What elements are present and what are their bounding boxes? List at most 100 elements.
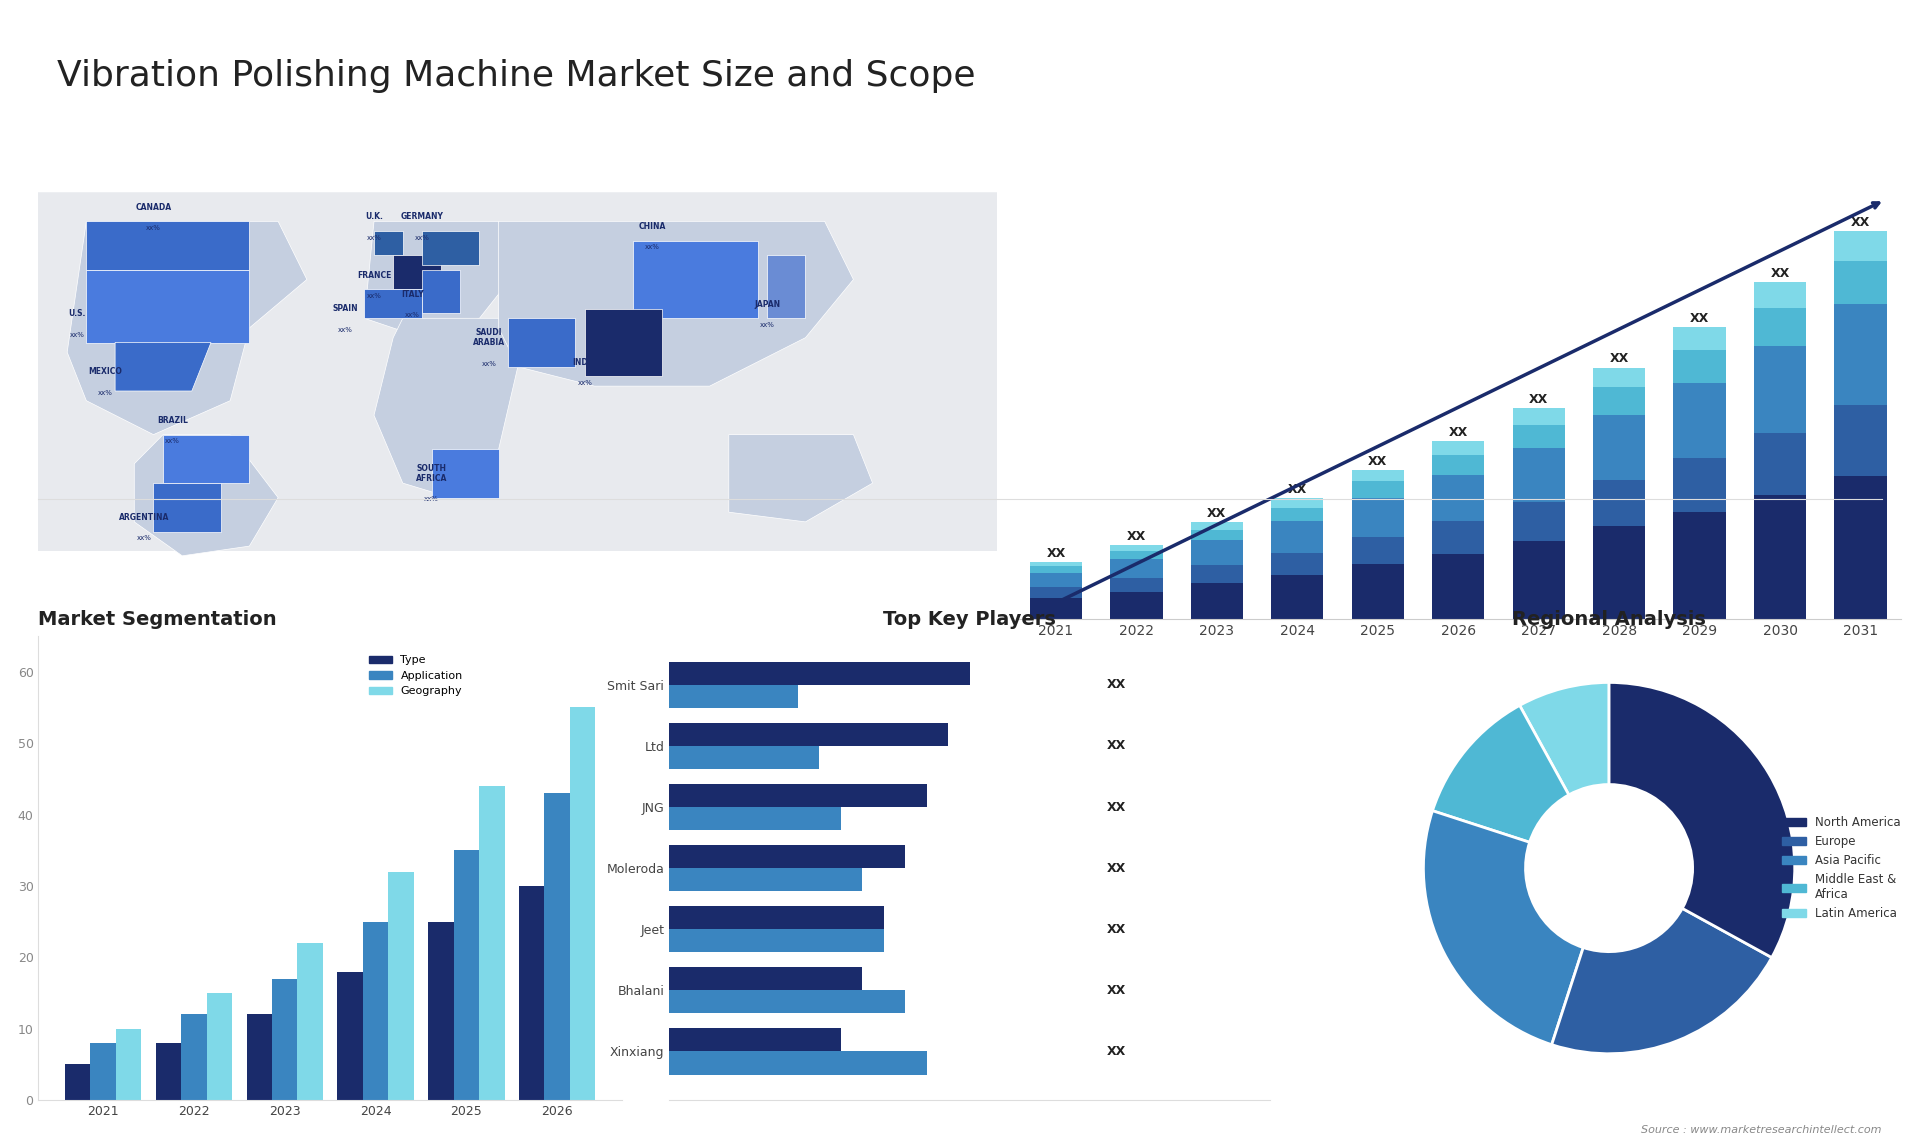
Bar bbox=[668, 906, 883, 929]
Bar bbox=[1594, 368, 1645, 387]
Text: XX: XX bbox=[1528, 393, 1548, 406]
Polygon shape bbox=[422, 269, 461, 314]
Bar bbox=[1513, 502, 1565, 541]
Polygon shape bbox=[432, 449, 499, 497]
Bar bbox=[668, 807, 841, 830]
Text: xx%: xx% bbox=[367, 235, 382, 241]
Text: xx%: xx% bbox=[645, 244, 659, 251]
Bar bbox=[1352, 470, 1404, 481]
Bar bbox=[363, 921, 388, 1100]
Text: xx%: xx% bbox=[578, 380, 593, 386]
Bar bbox=[668, 784, 927, 807]
Text: xx%: xx% bbox=[146, 225, 161, 231]
Text: xx%: xx% bbox=[760, 322, 774, 328]
Polygon shape bbox=[86, 269, 250, 343]
Text: U.K.: U.K. bbox=[365, 212, 382, 221]
Bar bbox=[1513, 541, 1565, 619]
Text: xx%: xx% bbox=[415, 235, 430, 241]
Bar bbox=[1432, 554, 1484, 619]
Bar bbox=[1352, 564, 1404, 619]
Polygon shape bbox=[86, 221, 250, 269]
Text: XX: XX bbox=[1108, 678, 1127, 691]
Text: Vibration Polishing Machine Market Size and Scope: Vibration Polishing Machine Market Size … bbox=[58, 58, 975, 93]
Text: XX: XX bbox=[1690, 313, 1709, 325]
Bar bbox=[1271, 508, 1323, 521]
Bar bbox=[1674, 328, 1726, 350]
Title: Regional Analysis: Regional Analysis bbox=[1513, 610, 1707, 629]
Text: BRAZIL: BRAZIL bbox=[157, 416, 188, 425]
Bar bbox=[1513, 425, 1565, 448]
Legend: North America, Europe, Asia Pacific, Middle East &
Africa, Latin America: North America, Europe, Asia Pacific, Mid… bbox=[1778, 811, 1905, 925]
Text: SAUDI
ARABIA: SAUDI ARABIA bbox=[472, 328, 505, 347]
Polygon shape bbox=[634, 241, 758, 319]
Polygon shape bbox=[67, 221, 307, 434]
Bar bbox=[273, 979, 298, 1100]
Text: Market Segmentation: Market Segmentation bbox=[38, 610, 276, 629]
Text: XX: XX bbox=[1770, 267, 1789, 280]
Bar bbox=[1190, 540, 1242, 565]
Polygon shape bbox=[394, 256, 442, 289]
Polygon shape bbox=[374, 319, 518, 497]
Bar bbox=[388, 872, 413, 1100]
Text: XX: XX bbox=[1448, 426, 1469, 439]
Polygon shape bbox=[163, 434, 250, 484]
Bar bbox=[453, 850, 480, 1100]
Bar bbox=[1834, 231, 1887, 261]
Bar bbox=[1190, 583, 1242, 619]
Text: xx%: xx% bbox=[405, 313, 420, 319]
Bar bbox=[1432, 474, 1484, 521]
Polygon shape bbox=[730, 434, 872, 521]
Text: CHINA: CHINA bbox=[637, 222, 666, 231]
Bar bbox=[1029, 563, 1083, 566]
Bar bbox=[1432, 521, 1484, 554]
Bar bbox=[428, 921, 453, 1100]
Bar bbox=[1674, 458, 1726, 512]
Polygon shape bbox=[768, 256, 806, 319]
Bar bbox=[1755, 282, 1807, 308]
Text: XX: XX bbox=[1108, 862, 1127, 874]
Bar bbox=[1834, 476, 1887, 619]
Text: XX: XX bbox=[1369, 455, 1388, 468]
Bar bbox=[668, 967, 862, 990]
Text: XX: XX bbox=[1288, 482, 1308, 496]
Bar bbox=[207, 994, 232, 1100]
Bar bbox=[518, 886, 545, 1100]
Bar bbox=[115, 1029, 142, 1100]
Bar bbox=[1755, 495, 1807, 619]
Bar bbox=[668, 685, 799, 708]
Polygon shape bbox=[374, 231, 403, 256]
Text: xx%: xx% bbox=[136, 535, 152, 541]
Bar bbox=[570, 707, 595, 1100]
Bar bbox=[668, 990, 904, 1013]
Text: XX: XX bbox=[1108, 1045, 1127, 1058]
Text: xx%: xx% bbox=[338, 327, 353, 332]
Bar bbox=[1594, 526, 1645, 619]
Polygon shape bbox=[115, 343, 211, 391]
Text: ITALY: ITALY bbox=[401, 290, 424, 299]
Text: SOUTH
AFRICA: SOUTH AFRICA bbox=[417, 464, 447, 484]
Bar bbox=[1271, 575, 1323, 619]
Bar bbox=[1110, 545, 1162, 550]
Bar bbox=[1432, 441, 1484, 455]
Text: ARGENTINA: ARGENTINA bbox=[119, 513, 169, 521]
Wedge shape bbox=[1432, 706, 1569, 842]
Bar bbox=[480, 786, 505, 1100]
Bar bbox=[1271, 552, 1323, 575]
Text: Source : www.marketresearchintellect.com: Source : www.marketresearchintellect.com bbox=[1642, 1124, 1882, 1135]
Bar bbox=[1029, 566, 1083, 573]
Text: XX: XX bbox=[1046, 547, 1066, 560]
Bar bbox=[1674, 512, 1726, 619]
Text: XX: XX bbox=[1127, 531, 1146, 543]
Text: xx%: xx% bbox=[482, 361, 497, 367]
Text: xx%: xx% bbox=[424, 496, 440, 502]
Bar bbox=[1352, 481, 1404, 499]
Text: XX: XX bbox=[1208, 508, 1227, 520]
Bar bbox=[246, 1014, 273, 1100]
Bar bbox=[1513, 448, 1565, 502]
Bar bbox=[545, 793, 570, 1100]
Text: U.S.: U.S. bbox=[67, 309, 86, 319]
Bar bbox=[1834, 261, 1887, 304]
Bar bbox=[1029, 573, 1083, 588]
Bar bbox=[1755, 433, 1807, 495]
Bar bbox=[298, 943, 323, 1100]
